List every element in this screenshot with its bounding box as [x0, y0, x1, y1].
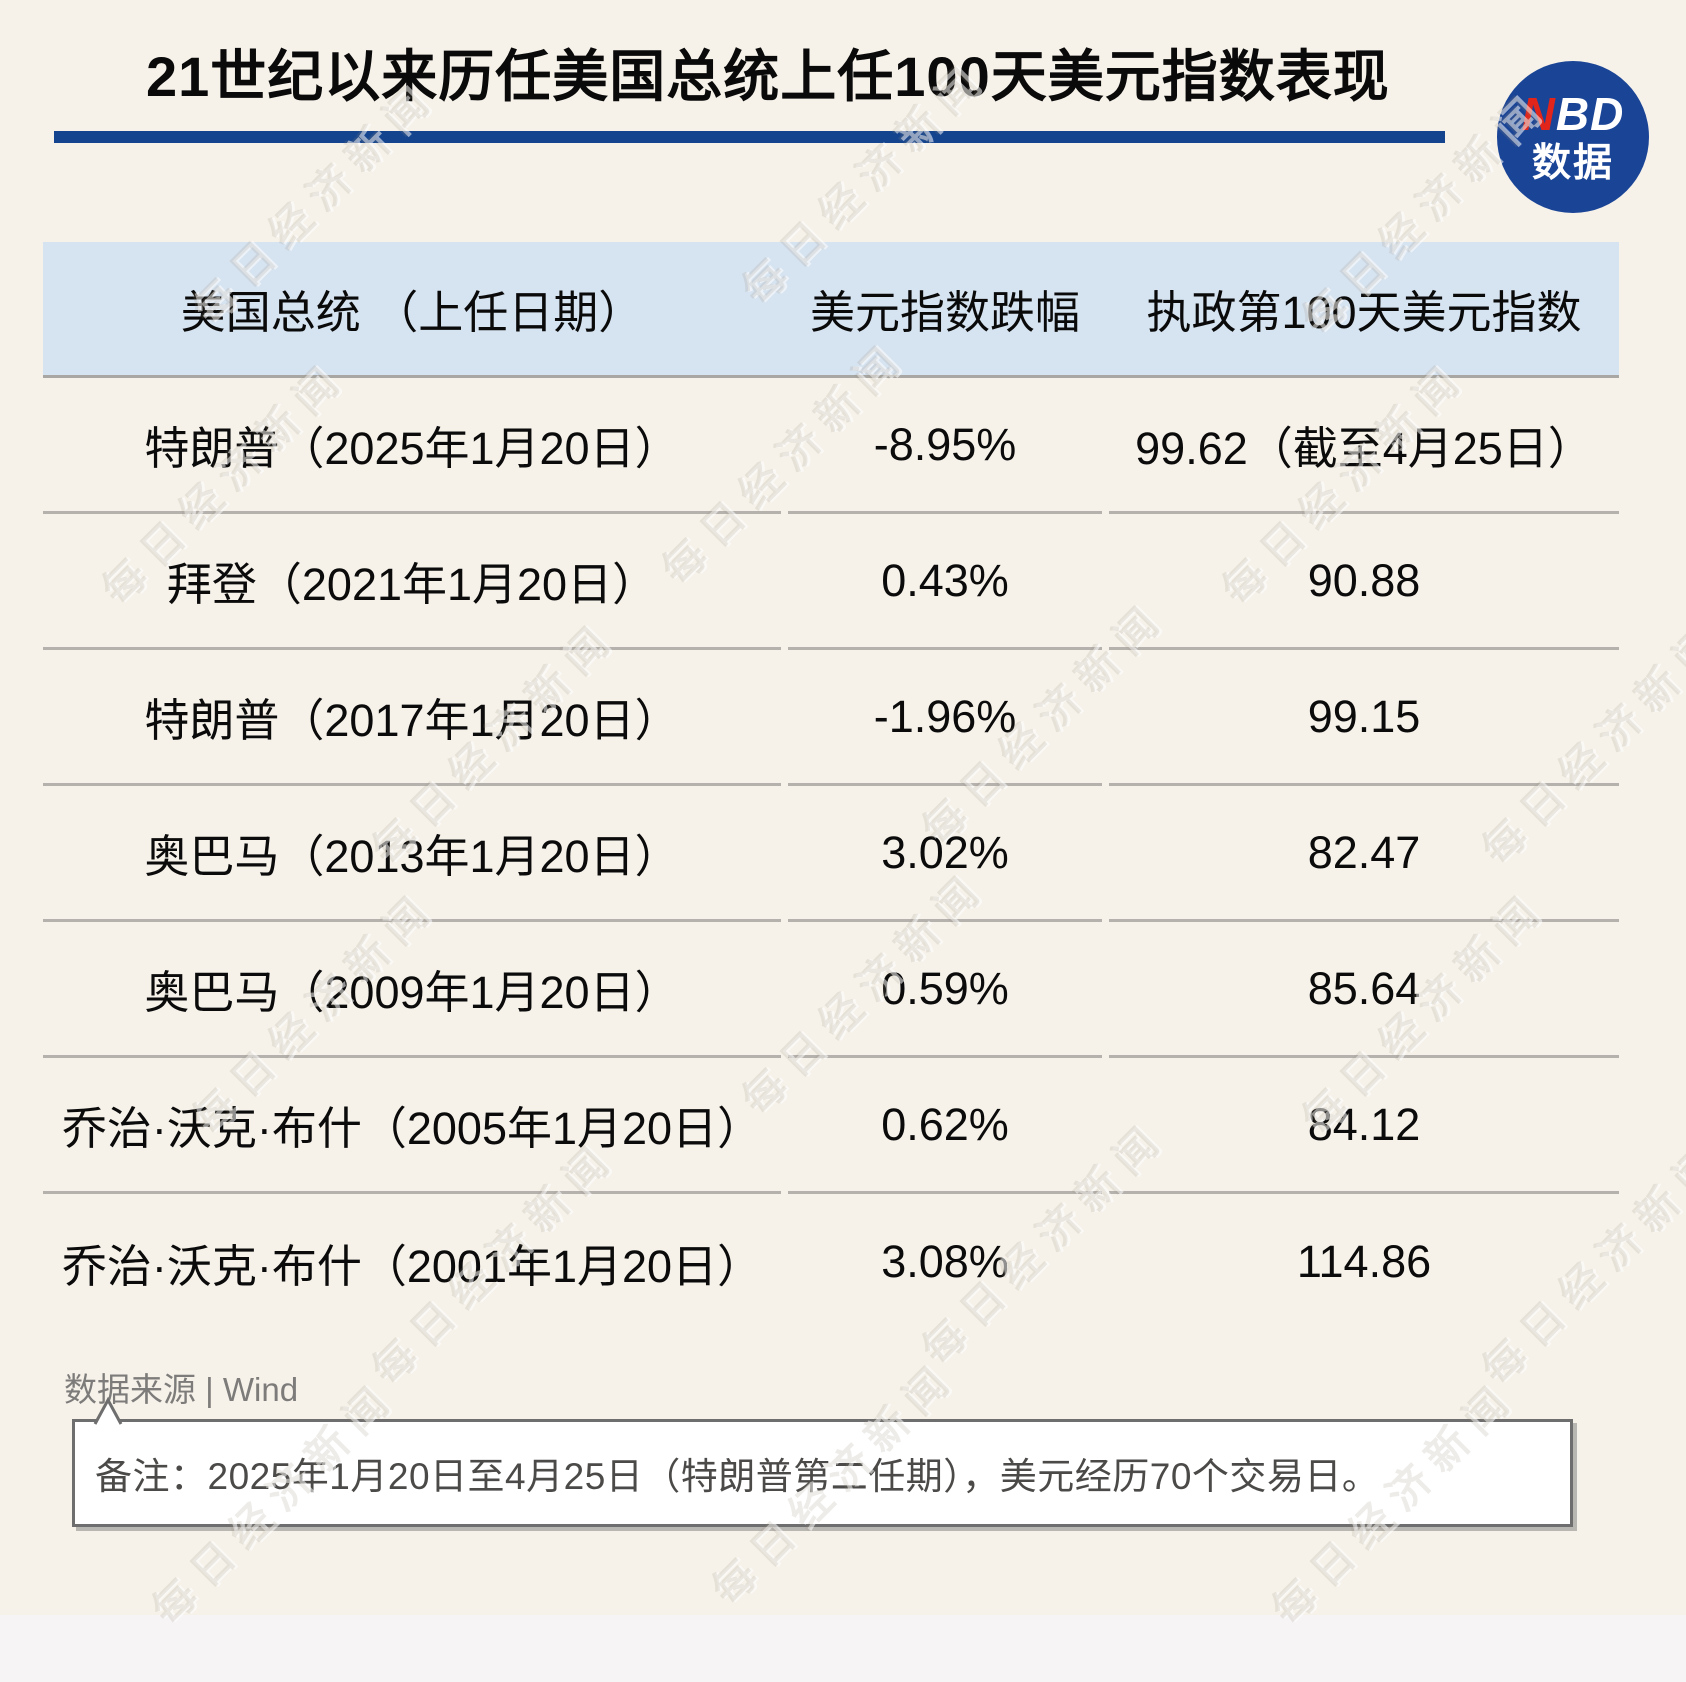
- change-cell: -1.96%: [788, 650, 1102, 786]
- table-row: 特朗普（2025年1月20日） -8.95% 99.62（截至4月25日）: [43, 378, 1619, 514]
- index-cell: 90.88: [1109, 514, 1619, 650]
- index-cell: 99.15: [1109, 650, 1619, 786]
- change-cell: 3.08%: [881, 1236, 1009, 1287]
- table-row: 拜登（2021年1月20日） 0.43% 90.88: [43, 514, 1619, 650]
- index-cell: 114.86: [1296, 1236, 1432, 1287]
- logo-subtitle: 数据: [1531, 142, 1614, 185]
- logo-letter-n: N: [1521, 88, 1556, 140]
- table-row: 乔治·沃克·布什（2005年1月20日） 0.62% 84.12: [43, 1058, 1619, 1194]
- nbd-logo-text: NBD: [1522, 91, 1625, 137]
- president-cell: 奥巴马（2013年1月20日）: [43, 786, 781, 922]
- index-cell: 99.62（截至4月25日）: [1109, 378, 1619, 514]
- note-box: 备注：2025年1月20日至4月25日（特朗普第二任期），美元经历70个交易日。: [72, 1419, 1573, 1527]
- title-underline: [54, 131, 1445, 143]
- change-cell: 3.02%: [788, 786, 1102, 922]
- president-cell: 拜登（2021年1月20日）: [43, 514, 781, 650]
- index-cell: 82.47: [1109, 786, 1619, 922]
- table-row: 奥巴马（2013年1月20日） 3.02% 82.47: [43, 786, 1619, 922]
- dollar-index-table: 美国总统 （上任日期） 美元指数跌幅 执政第100天美元指数 特朗普（2025年…: [43, 242, 1619, 1330]
- president-cell: 特朗普（2017年1月20日）: [43, 650, 781, 786]
- president-cell: 奥巴马（2009年1月20日）: [43, 922, 781, 1058]
- change-cell: 0.62%: [788, 1058, 1102, 1194]
- col-header-index: 执政第100天美元指数: [1146, 287, 1582, 338]
- president-cell: 乔治·沃克·布什（2005年1月20日）: [43, 1058, 781, 1194]
- note-text: 备注：2025年1月20日至4月25日（特朗普第二任期），美元经历70个交易日。: [95, 1456, 1380, 1497]
- page-title: 21世纪以来历任美国总统上任100天美元指数表现: [146, 45, 1390, 108]
- table-header-row: 美国总统 （上任日期） 美元指数跌幅 执政第100天美元指数: [43, 242, 1619, 378]
- col-header-president: 美国总统 （上任日期）: [180, 287, 644, 338]
- table-row: 奥巴马（2009年1月20日） 0.59% 85.64: [43, 922, 1619, 1058]
- logo-letters-bd: BD: [1555, 88, 1625, 140]
- callout-pointer-icon: [93, 1397, 123, 1425]
- col-header-change: 美元指数跌幅: [809, 287, 1080, 338]
- data-source-caption: 数据来源 | Wind: [64, 1371, 299, 1408]
- table-row: 乔治·沃克·布什（2001年1月20日） 3.08% 114.86: [43, 1194, 1619, 1330]
- index-cell: 84.12: [1109, 1058, 1619, 1194]
- change-cell: 0.43%: [788, 514, 1102, 650]
- nbd-logo: NBD 数据: [1497, 61, 1649, 213]
- change-cell: -8.95%: [788, 378, 1102, 514]
- president-cell: 特朗普（2025年1月20日）: [43, 378, 781, 514]
- bottom-strip: [0, 1615, 1686, 1682]
- table-row: 特朗普（2017年1月20日） -1.96% 99.15: [43, 650, 1619, 786]
- index-cell: 85.64: [1109, 922, 1619, 1058]
- president-cell: 乔治·沃克·布什（2001年1月20日）: [61, 1240, 763, 1292]
- change-cell: 0.59%: [788, 922, 1102, 1058]
